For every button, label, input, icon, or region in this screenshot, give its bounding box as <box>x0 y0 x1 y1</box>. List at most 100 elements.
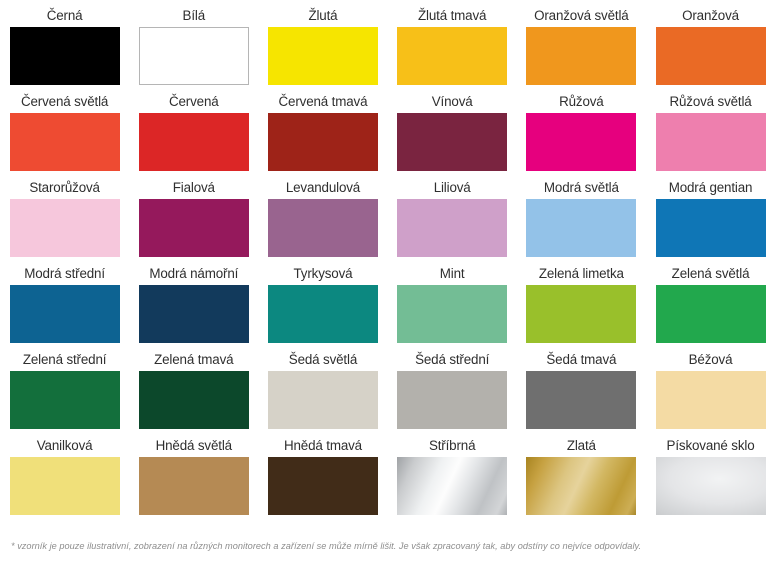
swatch-cell[interactable]: Vanilková <box>0 433 129 519</box>
swatch-cell[interactable]: Růžová světlá <box>646 89 775 175</box>
swatch-cell[interactable]: Červená <box>129 89 258 175</box>
swatch-chip[interactable] <box>138 27 249 85</box>
swatch-label: Modrá gentian <box>668 179 753 195</box>
swatch-chip[interactable] <box>138 113 249 171</box>
swatch-chip[interactable] <box>526 113 637 171</box>
swatch-label: Levandulová <box>285 179 361 195</box>
swatch-chip[interactable] <box>138 285 249 343</box>
swatch-cell[interactable]: Hnědá tmavá <box>258 433 387 519</box>
swatch-chip[interactable] <box>138 199 249 257</box>
swatch-chip[interactable] <box>9 457 120 515</box>
swatch-label: Zlatá <box>566 437 596 453</box>
swatch-chip[interactable] <box>397 199 508 257</box>
swatch-chip[interactable] <box>526 27 637 85</box>
swatch-cell[interactable]: Hnědá světlá <box>129 433 258 519</box>
swatch-cell[interactable]: Zelená limetka <box>517 261 646 347</box>
swatch-chip[interactable] <box>655 457 766 515</box>
swatch-chip[interactable] <box>526 371 637 429</box>
swatch-label: Stříbrná <box>428 437 476 453</box>
swatch-cell[interactable]: Zelená tmavá <box>129 347 258 433</box>
swatch-chip[interactable] <box>397 457 508 515</box>
color-swatch-grid: Černá Bílá Žlutá Žlutá tmavá Oranžová světlá… <box>0 3 775 519</box>
swatch-chip[interactable] <box>267 199 378 257</box>
swatch-cell[interactable]: Stříbrná <box>388 433 517 519</box>
swatch-label: Modrá střední <box>24 265 105 281</box>
swatch-chip[interactable] <box>655 113 766 171</box>
swatch-label: Šedá tmavá <box>546 351 617 367</box>
swatch-label: Modrá světlá <box>543 179 619 195</box>
swatch-label: Červená <box>168 93 219 109</box>
swatch-label: Šedá střední <box>415 351 490 367</box>
swatch-label: Tyrkysová <box>293 265 353 281</box>
swatch-cell[interactable]: Šedá tmavá <box>517 347 646 433</box>
swatch-cell[interactable]: Vínová <box>388 89 517 175</box>
swatch-cell[interactable]: Tyrkysová <box>258 261 387 347</box>
swatch-cell[interactable]: Starorůžová <box>0 175 129 261</box>
swatch-label: Liliová <box>433 179 471 195</box>
swatch-label: Žlutá <box>308 7 338 23</box>
swatch-chip[interactable] <box>526 457 637 515</box>
swatch-chip[interactable] <box>655 285 766 343</box>
swatch-chip[interactable] <box>9 27 120 85</box>
swatch-chip[interactable] <box>9 113 120 171</box>
swatch-cell[interactable]: Béžová <box>646 347 775 433</box>
swatch-cell[interactable]: Modrá světlá <box>517 175 646 261</box>
swatch-chip[interactable] <box>267 371 378 429</box>
swatch-chip[interactable] <box>655 27 766 85</box>
swatch-chip[interactable] <box>397 285 508 343</box>
swatch-chip[interactable] <box>9 371 120 429</box>
swatch-label: Zelená světlá <box>671 265 750 281</box>
swatch-chip[interactable] <box>138 457 249 515</box>
swatch-label: Žlutá tmavá <box>418 7 487 23</box>
swatch-cell[interactable]: Šedá světlá <box>258 347 387 433</box>
swatch-cell[interactable]: Zelená střední <box>0 347 129 433</box>
swatch-chip[interactable] <box>526 199 637 257</box>
swatch-cell[interactable]: Mint <box>388 261 517 347</box>
swatch-cell[interactable]: Pískované sklo <box>646 433 775 519</box>
swatch-cell[interactable]: Oranžová <box>646 3 775 89</box>
swatch-chip[interactable] <box>655 371 766 429</box>
swatch-label: Oranžová <box>682 7 739 23</box>
swatch-chip[interactable] <box>9 285 120 343</box>
swatch-cell[interactable]: Bílá <box>129 3 258 89</box>
swatch-cell[interactable]: Fialová <box>129 175 258 261</box>
swatch-cell[interactable]: Liliová <box>388 175 517 261</box>
swatch-cell[interactable]: Modrá střední <box>0 261 129 347</box>
swatch-chip[interactable] <box>138 371 249 429</box>
swatch-chip[interactable] <box>9 199 120 257</box>
swatch-cell[interactable]: Černá <box>0 3 129 89</box>
swatch-cell[interactable]: Levandulová <box>258 175 387 261</box>
swatch-cell[interactable]: Zlatá <box>517 433 646 519</box>
swatch-label: Vínová <box>431 93 473 109</box>
swatch-label: Růžová světlá <box>669 93 752 109</box>
swatch-chip[interactable] <box>397 113 508 171</box>
swatch-label: Hnědá světlá <box>155 437 233 453</box>
swatch-cell[interactable]: Zelená světlá <box>646 261 775 347</box>
swatch-cell[interactable]: Žlutá <box>258 3 387 89</box>
swatch-chip[interactable] <box>267 27 378 85</box>
swatch-cell[interactable]: Červená světlá <box>0 89 129 175</box>
swatch-cell[interactable]: Oranžová světlá <box>517 3 646 89</box>
swatch-cell[interactable]: Růžová <box>517 89 646 175</box>
swatch-label: Červená tmavá <box>278 93 368 109</box>
swatch-chip[interactable] <box>267 457 378 515</box>
swatch-cell[interactable]: Šedá střední <box>388 347 517 433</box>
swatch-chip[interactable] <box>655 199 766 257</box>
swatch-label: Červená světlá <box>20 93 109 109</box>
swatch-cell[interactable]: Modrá námořní <box>129 261 258 347</box>
swatch-chip[interactable] <box>397 371 508 429</box>
swatch-chip[interactable] <box>397 27 508 85</box>
swatch-chip[interactable] <box>267 285 378 343</box>
swatch-cell[interactable]: Modrá gentian <box>646 175 775 261</box>
swatch-label: Hnědá tmavá <box>283 437 362 453</box>
swatch-cell[interactable]: Červená tmavá <box>258 89 387 175</box>
swatch-label: Bílá <box>182 7 206 23</box>
swatch-chip[interactable] <box>526 285 637 343</box>
swatch-label: Pískované sklo <box>666 437 755 453</box>
swatch-chip[interactable] <box>267 113 378 171</box>
swatch-label: Béžová <box>688 351 733 367</box>
swatch-label: Zelená střední <box>22 351 107 367</box>
swatch-label: Mint <box>439 265 465 281</box>
swatch-label: Oranžová světlá <box>534 7 629 23</box>
swatch-cell[interactable]: Žlutá tmavá <box>388 3 517 89</box>
